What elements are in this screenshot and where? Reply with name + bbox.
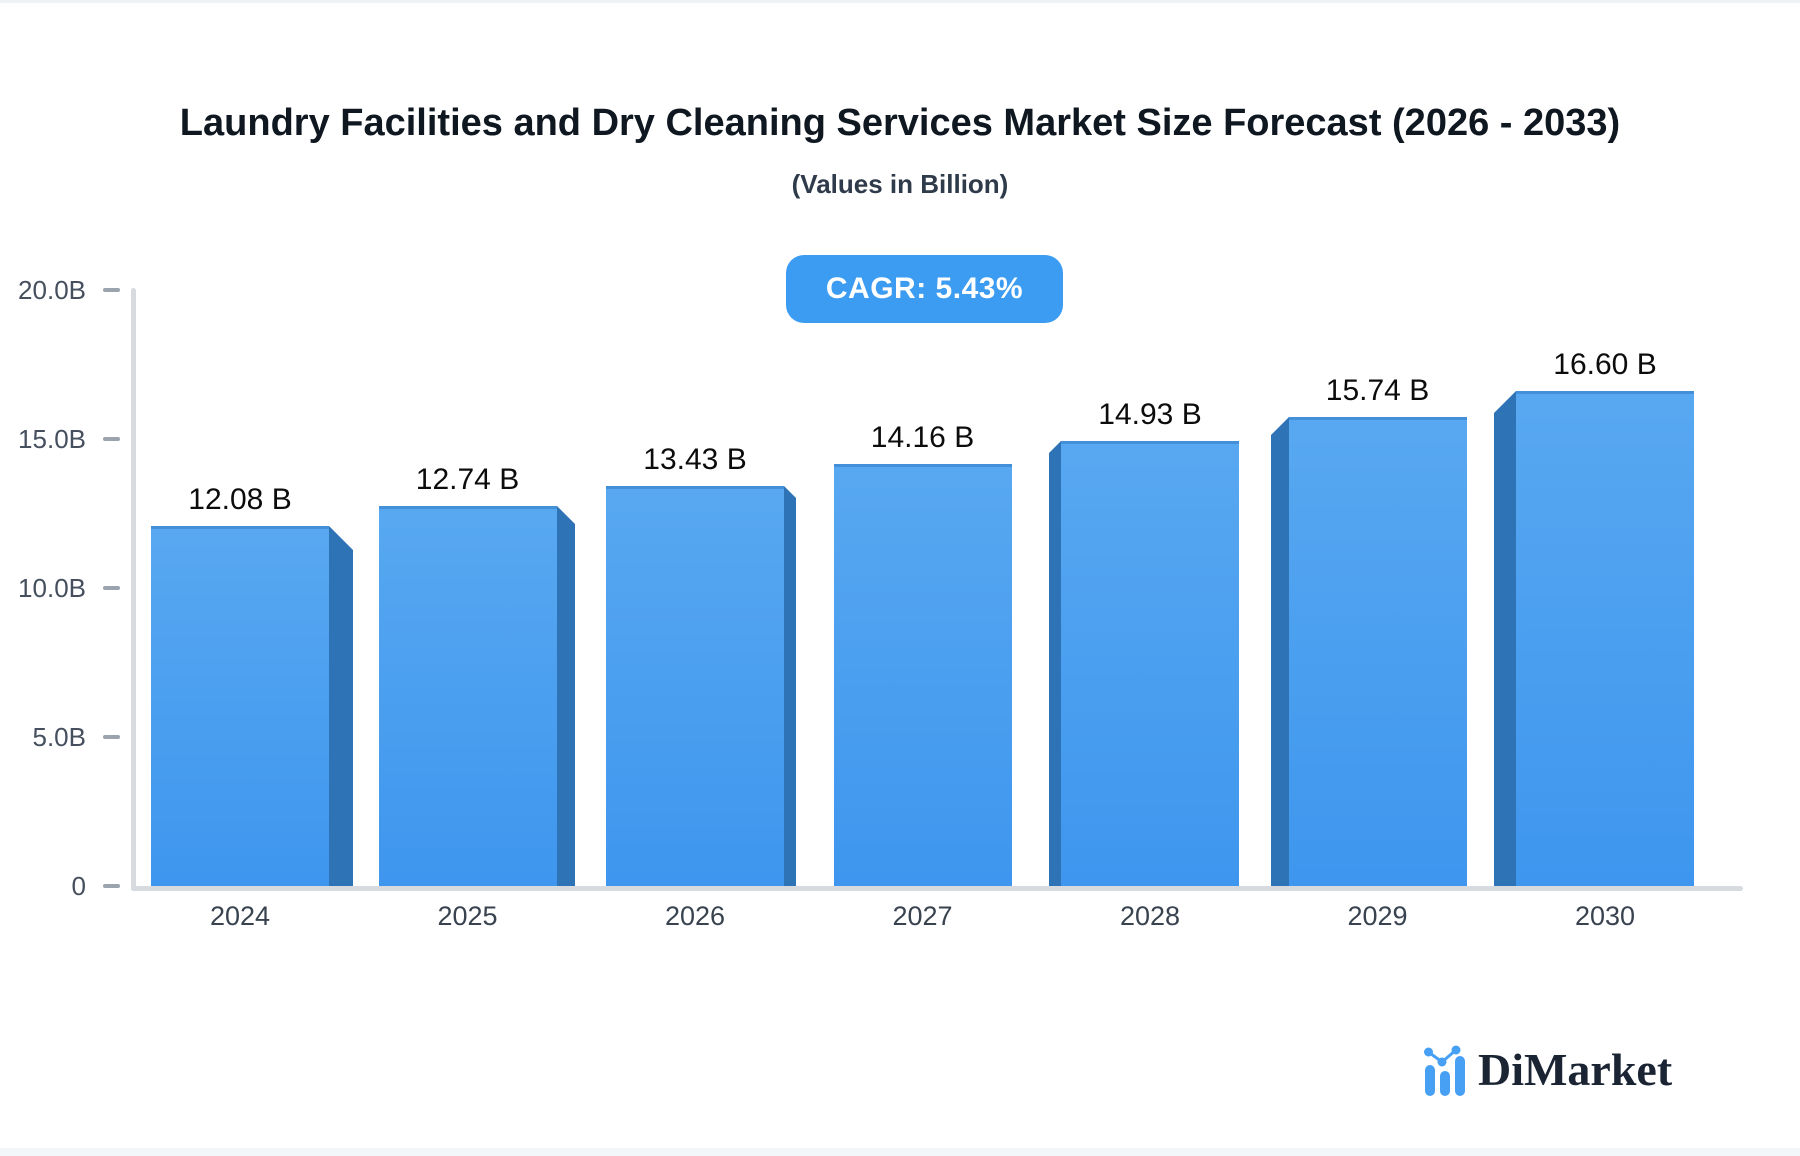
bar-value-label: 14.93 B bbox=[1098, 398, 1202, 431]
bar-face bbox=[379, 506, 557, 886]
bar-face bbox=[1061, 441, 1239, 886]
bar-side bbox=[329, 526, 353, 886]
y-tick-dash bbox=[103, 437, 120, 441]
bar-value-label: 13.43 B bbox=[643, 443, 747, 476]
y-tick-dash bbox=[103, 735, 120, 739]
dimarket-logo-text: DiMarket bbox=[1478, 1044, 1673, 1095]
dimarket-logo-icon bbox=[1424, 1045, 1465, 1096]
x-axis-label: 2026 bbox=[664, 901, 726, 931]
bar-value-label: 15.74 B bbox=[1325, 374, 1430, 407]
chart-subtitle: (Values in Billion) bbox=[791, 169, 1009, 199]
y-tick-dash bbox=[103, 288, 120, 292]
cagr-badge-label: CAGR: 5.43% bbox=[825, 272, 1024, 305]
y-tick-dash bbox=[103, 884, 120, 888]
x-axis-label: 2024 bbox=[209, 901, 271, 931]
x-axis-label: 2029 bbox=[1347, 901, 1408, 931]
x-axis-label: 2028 bbox=[1119, 901, 1181, 931]
x-axis-label: 2030 bbox=[1574, 901, 1636, 931]
bar-face bbox=[1289, 417, 1467, 886]
y-tick-dash bbox=[103, 586, 120, 590]
x-axis-line bbox=[131, 886, 1743, 891]
bar-face bbox=[834, 464, 1012, 886]
bar-face bbox=[606, 486, 784, 886]
y-tick-label: 20.0B bbox=[18, 275, 86, 305]
x-axis-label: 2027 bbox=[892, 901, 953, 931]
bar-value-label: 16.60 B bbox=[1553, 348, 1657, 381]
cagr-badge: CAGR: 5.43% bbox=[786, 255, 1063, 323]
bar-side bbox=[1271, 417, 1289, 886]
y-tick-label: 5.0B bbox=[32, 722, 87, 752]
bar-value-label: 14.16 B bbox=[870, 421, 975, 454]
bar-side bbox=[784, 486, 796, 886]
y-tick-label: 0 bbox=[71, 871, 86, 901]
y-tick-label: 15.0B bbox=[18, 424, 86, 454]
bar-value-label: 12.08 B bbox=[188, 483, 292, 516]
bar-side bbox=[1049, 441, 1061, 886]
y-axis-line bbox=[131, 288, 136, 891]
page-bottom-edge bbox=[0, 1148, 1800, 1156]
x-axis-label: 2025 bbox=[437, 901, 498, 931]
bar-face bbox=[151, 526, 329, 886]
chart-title: Laundry Facilities and Dry Cleaning Serv… bbox=[179, 102, 1621, 144]
bar-side bbox=[557, 506, 575, 886]
bar-face bbox=[1516, 391, 1694, 886]
bar-side bbox=[1494, 391, 1516, 886]
y-tick-label: 10.0B bbox=[18, 573, 86, 603]
dimarket-logo: DiMarket bbox=[1422, 1042, 1672, 1100]
bar-value-label: 12.74 B bbox=[415, 463, 520, 496]
page-top-edge bbox=[0, 0, 1800, 3]
